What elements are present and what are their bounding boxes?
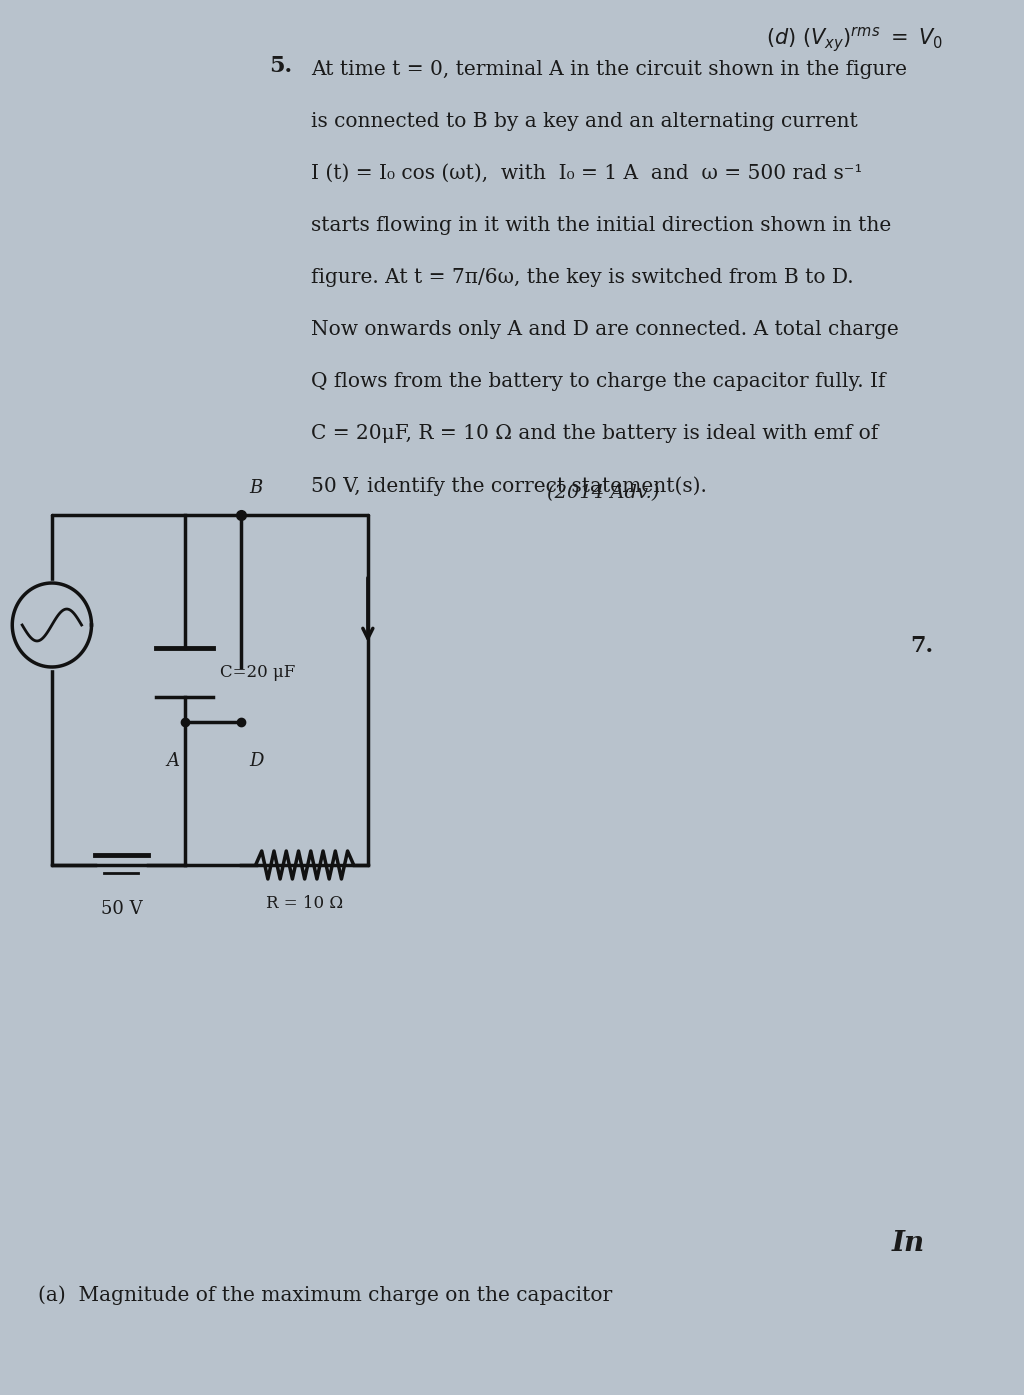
Text: $(d)\ (V_{xy})^{rms}\ =\ V_0$: $(d)\ (V_{xy})^{rms}\ =\ V_0$ xyxy=(766,25,943,54)
Text: (2014 Adv.): (2014 Adv.) xyxy=(548,484,659,502)
Text: 50 V, identify the correct statement(s).: 50 V, identify the correct statement(s). xyxy=(311,476,708,495)
Text: In: In xyxy=(891,1230,925,1257)
Text: A: A xyxy=(167,752,180,770)
Bar xyxy=(10,580,93,670)
Text: 5.: 5. xyxy=(269,54,292,77)
Text: Now onwards only A and D are connected. A total charge: Now onwards only A and D are connected. … xyxy=(311,319,899,339)
Text: (a)  Magnitude of the maximum charge on the capacitor: (a) Magnitude of the maximum charge on t… xyxy=(38,1285,612,1304)
Text: B: B xyxy=(249,478,262,497)
Text: D: D xyxy=(249,752,263,770)
Text: 7.: 7. xyxy=(910,635,934,657)
Text: Q flows from the battery to charge the capacitor fully. If: Q flows from the battery to charge the c… xyxy=(311,372,886,391)
Text: R = 10 Ω: R = 10 Ω xyxy=(266,896,343,912)
Text: 50 V: 50 V xyxy=(100,900,142,918)
Text: I (t) = I₀ cos (ωt),  with  I₀ = 1 A  and  ω = 500 rad s⁻¹: I (t) = I₀ cos (ωt), with I₀ = 1 A and ω… xyxy=(311,165,863,183)
Text: starts flowing in it with the initial direction shown in the: starts flowing in it with the initial di… xyxy=(311,216,892,234)
Text: C = 20μF, R = 10 Ω and the battery is ideal with emf of: C = 20μF, R = 10 Ω and the battery is id… xyxy=(311,424,879,444)
Text: C=20 μF: C=20 μF xyxy=(220,664,296,681)
Text: figure. At t = 7π/6ω, the key is switched from B to D.: figure. At t = 7π/6ω, the key is switche… xyxy=(311,268,854,287)
Text: At time t = 0, terminal A in the circuit shown in the figure: At time t = 0, terminal A in the circuit… xyxy=(311,60,907,80)
Text: is connected to B by a key and an alternating current: is connected to B by a key and an altern… xyxy=(311,112,858,131)
